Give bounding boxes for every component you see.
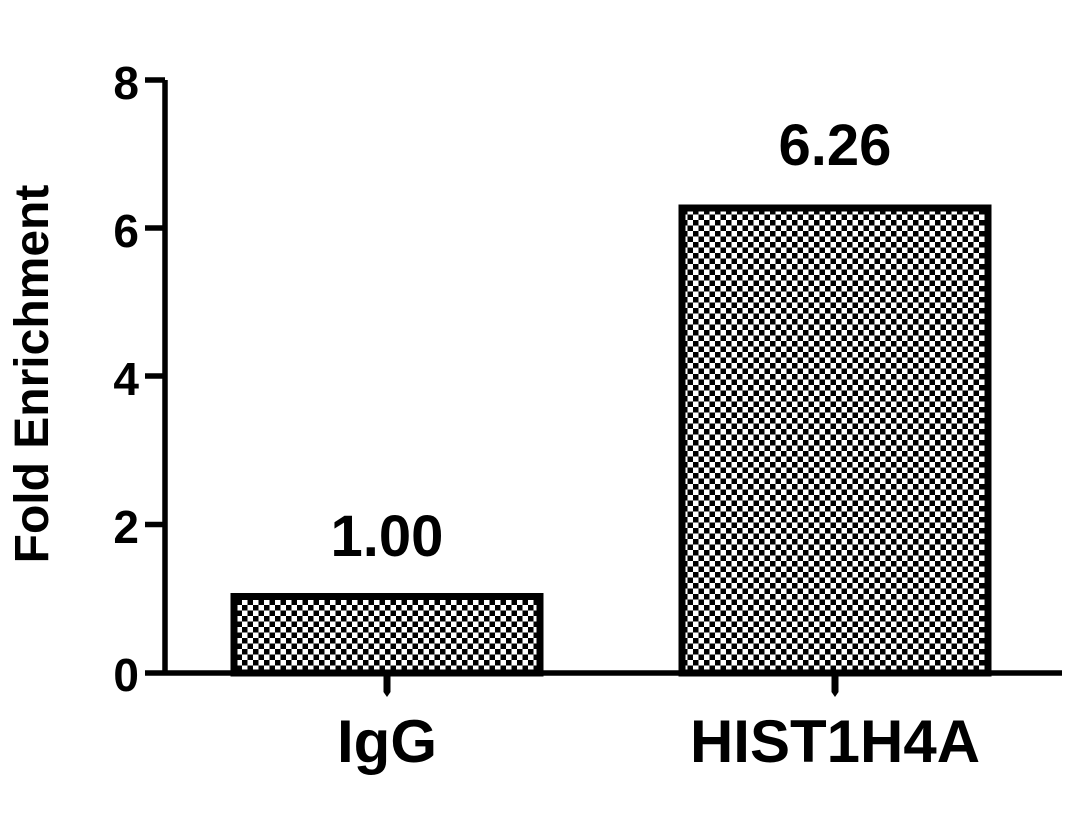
svg-text:6.26: 6.26 [779,113,892,178]
svg-text:8: 8 [113,57,139,109]
svg-text:4: 4 [113,353,139,405]
svg-text:1.00: 1.00 [331,504,444,569]
svg-text:IgG: IgG [337,708,437,775]
svg-text:HIST1H4A: HIST1H4A [690,708,980,775]
svg-text:0: 0 [113,649,139,701]
svg-text:Fold Enrichment: Fold Enrichment [6,185,59,564]
svg-text:2: 2 [113,501,139,553]
svg-text:6: 6 [113,205,139,257]
